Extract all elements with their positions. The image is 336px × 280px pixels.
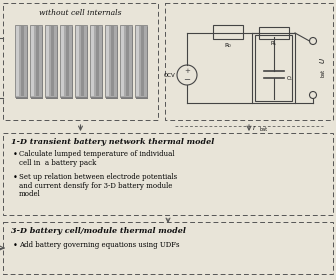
Text: model: model xyxy=(19,190,41,198)
Bar xyxy=(61,27,73,99)
Bar xyxy=(104,25,117,97)
Text: and current densify for 3-D battery module: and current densify for 3-D battery modu… xyxy=(19,181,172,190)
Bar xyxy=(36,26,39,96)
Text: C₁: C₁ xyxy=(287,76,292,81)
Bar xyxy=(3,222,333,274)
Bar xyxy=(76,26,79,96)
Bar xyxy=(136,27,148,99)
Bar xyxy=(50,26,53,96)
Bar xyxy=(91,27,103,99)
Bar xyxy=(106,26,109,96)
Text: Rₛ: Rₛ xyxy=(270,41,277,46)
Bar xyxy=(14,25,27,97)
Text: +: + xyxy=(184,68,190,74)
Bar xyxy=(46,27,58,99)
Bar xyxy=(90,26,93,96)
Bar xyxy=(255,35,292,101)
Bar xyxy=(15,26,18,96)
Bar xyxy=(44,25,56,97)
Bar xyxy=(213,25,243,39)
Bar xyxy=(59,25,72,97)
Text: bat: bat xyxy=(259,127,267,132)
Bar xyxy=(81,26,84,96)
Bar xyxy=(121,27,133,99)
Text: •: • xyxy=(13,150,18,158)
Bar xyxy=(106,27,118,99)
Text: cell in  a battery pack: cell in a battery pack xyxy=(19,158,96,167)
Text: 1-D transient battery network thermal model: 1-D transient battery network thermal mo… xyxy=(11,138,214,146)
Bar xyxy=(89,25,101,97)
Bar xyxy=(66,26,69,96)
Text: −: − xyxy=(183,76,191,85)
Text: bat: bat xyxy=(321,69,326,77)
Text: •: • xyxy=(13,172,18,181)
Bar xyxy=(3,3,158,120)
Bar xyxy=(75,25,86,97)
Bar xyxy=(120,25,131,97)
Bar xyxy=(121,26,124,96)
Text: U: U xyxy=(320,57,326,62)
Bar xyxy=(165,3,333,120)
Bar xyxy=(3,133,333,215)
Bar xyxy=(126,26,128,96)
Bar xyxy=(16,27,28,99)
Text: •: • xyxy=(13,241,18,249)
Text: OCV: OCV xyxy=(164,73,176,78)
Bar xyxy=(95,26,98,96)
Bar xyxy=(31,26,34,96)
Bar xyxy=(60,26,64,96)
Bar xyxy=(135,26,138,96)
Bar xyxy=(30,25,42,97)
Text: Add battery governing equations using UDFs: Add battery governing equations using UD… xyxy=(19,241,179,249)
Text: without cell internals: without cell internals xyxy=(39,9,122,17)
Text: I: I xyxy=(253,125,255,130)
Text: Set up relation between electrode potentials: Set up relation between electrode potent… xyxy=(19,173,177,181)
Text: Calculate lumped temperature of individual: Calculate lumped temperature of individu… xyxy=(19,150,174,158)
Bar xyxy=(258,27,289,39)
Bar xyxy=(111,26,114,96)
Bar xyxy=(31,27,43,99)
Bar xyxy=(134,25,146,97)
Text: 3-D battery cell/module thermal model: 3-D battery cell/module thermal model xyxy=(11,227,186,235)
Bar xyxy=(76,27,88,99)
Bar xyxy=(20,26,24,96)
Text: R₀: R₀ xyxy=(225,43,232,48)
Bar xyxy=(140,26,143,96)
Bar xyxy=(45,26,48,96)
